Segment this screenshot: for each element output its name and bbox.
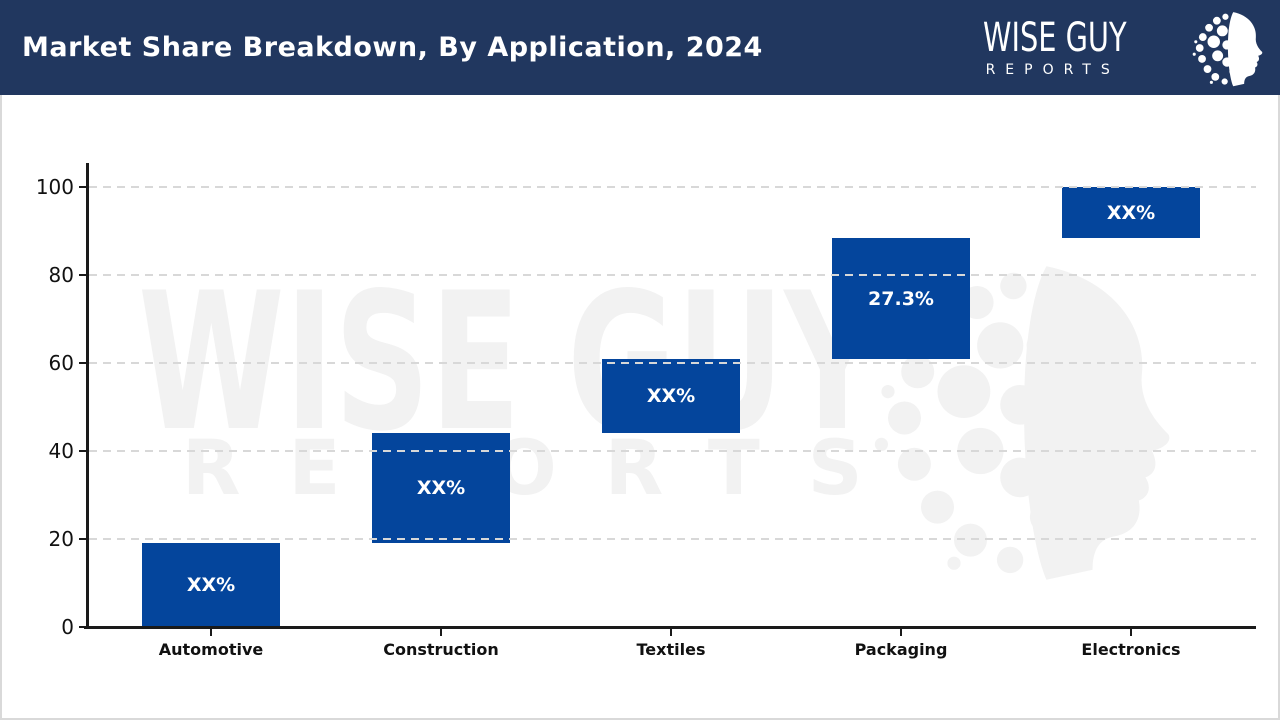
bar-automotive: XX% [142, 542, 280, 627]
x-tick-mark [210, 629, 212, 636]
chart-area [0, 95, 1280, 720]
gridline-40 [89, 450, 1256, 452]
x-axis-line [84, 626, 1256, 629]
page-title: Market Share Breakdown, By Application, … [22, 32, 763, 63]
bar-value-label: XX% [1106, 201, 1156, 224]
bar-value-label: XX% [646, 384, 696, 407]
header: Market Share Breakdown, By Application, … [0, 0, 1280, 95]
category-label-textiles: Textiles [636, 640, 706, 659]
y-tick-label: 100 [35, 175, 74, 199]
bar-value-label: XX% [416, 476, 466, 499]
y-tick-mark [79, 538, 87, 540]
brand-logo: WISE GUY REPORTS [983, 7, 1280, 89]
bar-textiles: XX% [602, 358, 740, 433]
x-tick-mark [1130, 629, 1132, 636]
gridline-20 [89, 538, 1256, 540]
y-tick-label: 40 [48, 439, 74, 463]
y-tick-mark [79, 186, 87, 188]
y-tick-mark [79, 274, 87, 276]
x-tick-mark [900, 629, 902, 636]
bar-value-label: XX% [186, 573, 236, 596]
gridline-100 [89, 186, 1256, 188]
y-tick-label: 60 [48, 351, 74, 375]
y-tick-label: 20 [48, 527, 74, 551]
y-tick-mark [79, 626, 87, 628]
category-label-automotive: Automotive [158, 640, 264, 659]
bar-value-label: 27.3% [868, 287, 934, 310]
y-tick-label: 0 [61, 615, 74, 639]
bar-electronics: XX% [1062, 187, 1200, 239]
gridline-60 [89, 362, 1256, 364]
logo-text: WISE GUY REPORTS [983, 18, 1182, 78]
x-tick-mark [670, 629, 672, 636]
bar-packaging: 27.3% [832, 238, 970, 359]
category-label-construction: Construction [383, 640, 499, 659]
x-tick-mark [440, 629, 442, 636]
category-label-packaging: Packaging [854, 640, 948, 659]
y-axis-line [86, 163, 89, 629]
gridline-80 [89, 274, 1256, 276]
y-tick-label: 80 [48, 263, 74, 287]
y-tick-mark [79, 362, 87, 364]
logo-subtext: REPORTS [985, 61, 1120, 78]
category-label-electronics: Electronics [1081, 640, 1181, 659]
y-tick-mark [79, 450, 87, 452]
logo-wordmark: WISE GUY [982, 14, 1127, 61]
